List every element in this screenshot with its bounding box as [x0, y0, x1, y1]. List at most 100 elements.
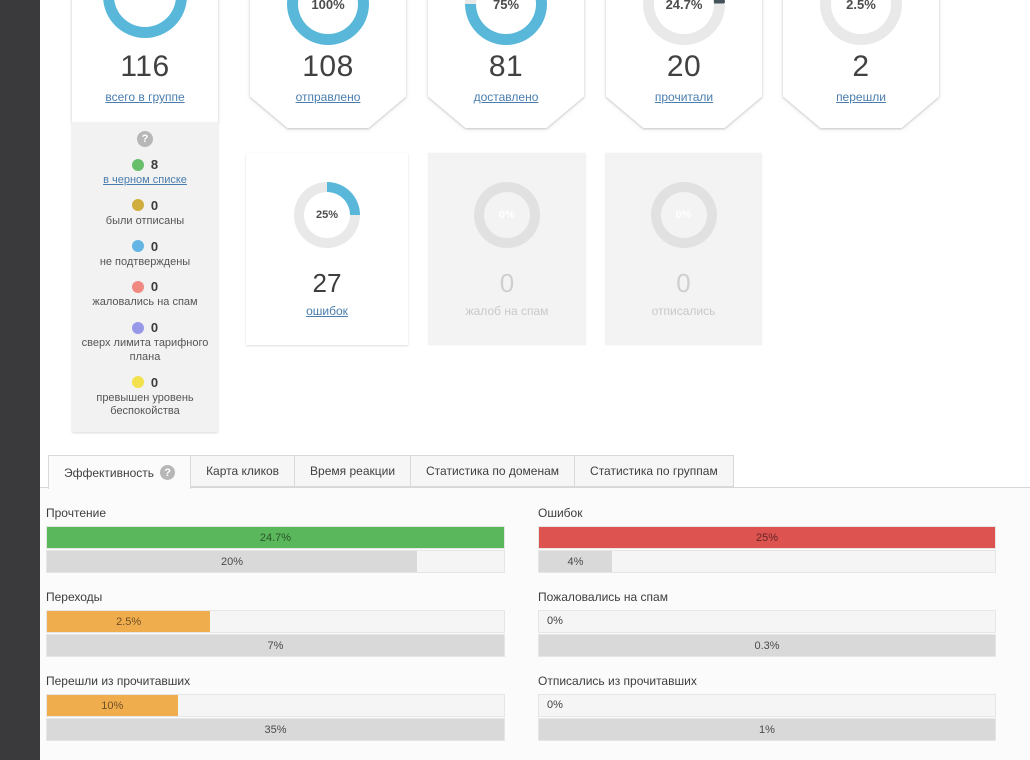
legend-value: 0	[150, 279, 159, 295]
benchmark-bar: 4%	[538, 550, 996, 573]
delivered-link[interactable]: доставлено	[473, 90, 539, 104]
spam-label: жалоб на спам	[465, 304, 549, 318]
bar-value-label: 25%	[755, 531, 779, 544]
clicked-donut-chart: 2.5%	[820, 0, 902, 45]
delivered-donut-chart: 75%	[465, 0, 547, 45]
metric-label: Ошибок	[538, 506, 583, 520]
legend-item-blacklist: 8 в черном списке	[72, 157, 218, 188]
value-bar: 10%	[46, 694, 505, 717]
unconfirmed-dot-icon	[131, 240, 144, 252]
benchmark-bar: 20%	[46, 550, 505, 573]
tab-group-stats[interactable]: Статистика по группам	[575, 455, 734, 487]
donut-percent: 25%	[315, 209, 339, 221]
card-total: 116 всего в группе	[72, 0, 218, 122]
bar-value-label: 10%	[101, 699, 124, 712]
value-bar: 2.5%	[46, 610, 505, 633]
blacklist-link[interactable]: в черном списке	[103, 174, 187, 186]
bar-benchmark-label: 1%	[759, 723, 775, 736]
card-spam-complaints: 0% 0 жалоб на спам	[428, 153, 586, 345]
legend-value: 0	[150, 374, 159, 390]
legend-label: жаловались на спам	[92, 296, 198, 309]
donut-percent: 0%	[499, 209, 515, 221]
tab-reaction-time[interactable]: Время реакции	[295, 455, 412, 487]
metric-spam-rate: Пожаловались на спам 0% 0.3%	[538, 590, 996, 657]
donut-percent: 0%	[675, 209, 692, 221]
card-sent: 100% 108 отправлено	[250, 0, 406, 128]
spam-dot-icon	[131, 280, 144, 293]
sent-link[interactable]: отправлено	[295, 90, 361, 104]
spam-value: 0	[499, 268, 515, 298]
card-delivered: 75% 81 доставлено	[428, 0, 584, 128]
legend-item-over-limit: 0 сверх лимита тарифного плана	[72, 320, 218, 365]
metric-label: Отписались из прочитавших	[538, 674, 697, 688]
legend-item-unsubscribed: 0 были отписаны	[72, 198, 218, 229]
tab-click-map[interactable]: Карта кликов	[191, 455, 296, 487]
card-read: 24.7% 20 прочитали	[606, 0, 762, 128]
clicked-value: 2	[852, 50, 870, 83]
read-value: 20	[666, 50, 702, 83]
legend-label: были отписаны	[105, 214, 185, 227]
legend-value: 0	[150, 320, 159, 335]
benchmark-bar: 0.3%	[538, 634, 996, 657]
total-value: 116	[120, 50, 170, 83]
legend-value: 0	[150, 197, 159, 213]
total-link[interactable]: всего в группе	[105, 90, 185, 104]
legend-value: 8	[150, 157, 159, 172]
bar-benchmark-label: 4%	[567, 555, 584, 568]
read-donut-chart: 24.7%	[643, 0, 725, 45]
tab-effectiveness[interactable]: Эффективность ?	[48, 455, 192, 489]
benchmark-bar: 7%	[46, 634, 505, 657]
metric-unsubscribe-rate: Отписались из прочитавших 0% 1%	[538, 674, 996, 741]
unsubscribed-donut-chart: 0%	[650, 182, 717, 248]
bar-value-label: 24.7%	[259, 531, 292, 544]
left-sidebar	[0, 0, 40, 760]
total-donut-chart	[103, 0, 187, 38]
legend-label: сверх лимита тарифного плана	[81, 337, 209, 363]
bar-value-label: 2.5%	[116, 615, 142, 628]
value-bar: 24.7%	[46, 526, 505, 549]
unsubscribed-label: отписались	[651, 304, 716, 318]
blacklist-dot-icon	[131, 158, 144, 171]
legend-item-spam-complaints: 0 жаловались на спам	[72, 279, 218, 310]
unsubscribed-value: 0	[676, 268, 691, 298]
bar-benchmark-label: 35%	[264, 723, 287, 736]
donut-percent: 75%	[492, 0, 520, 12]
effectiveness-column-left: Прочтение 24.7% 20% Переходы 2.5% 7% Пер…	[46, 506, 505, 758]
card-unsubscribed: 0% 0 отписались	[605, 153, 762, 345]
help-icon[interactable]: ?	[160, 465, 176, 480]
read-link[interactable]: прочитали	[654, 90, 714, 104]
help-icon[interactable]: ?	[137, 131, 153, 147]
bar-value-label: 0%	[547, 615, 563, 627]
tab-domain-stats[interactable]: Статистика по доменам	[411, 455, 576, 487]
anxiety-dot-icon	[131, 376, 144, 388]
metric-label: Перешли из прочитавших	[46, 674, 191, 688]
stats-tab-bar: Эффективность ? Карта кликов Время реакц…	[48, 455, 734, 489]
effectiveness-column-right: Ошибок 25% 4% Пожаловались на спам 0% 0.…	[538, 506, 996, 758]
legend-value: 0	[150, 238, 159, 254]
errors-donut-chart: 25%	[294, 182, 360, 248]
donut-percent: 2.5%	[846, 0, 876, 12]
donut-percent: 100%	[311, 0, 345, 12]
bar-benchmark-label: 0.3%	[754, 639, 780, 652]
sent-donut-chart: 100%	[287, 0, 369, 45]
legend-label: превышен уровень беспокойства	[96, 391, 194, 418]
benchmark-bar: 1%	[538, 718, 996, 741]
spam-donut-chart: 0%	[474, 182, 540, 248]
metric-read-rate: Прочтение 24.7% 20%	[46, 506, 505, 573]
bar-benchmark-label: 7%	[267, 639, 284, 652]
over-limit-dot-icon	[131, 321, 144, 334]
bar-value-label: 0%	[547, 699, 563, 711]
tab-label: Время реакции	[310, 464, 396, 478]
sent-value: 108	[302, 50, 354, 83]
bar-benchmark-label: 20%	[221, 555, 244, 568]
errors-link[interactable]: ошибок	[306, 304, 348, 318]
benchmark-bar: 35%	[46, 718, 505, 741]
clicked-link[interactable]: перешли	[836, 90, 886, 104]
metric-click-rate: Переходы 2.5% 7%	[46, 590, 505, 657]
legend-item-unconfirmed: 0 не подтверждены	[72, 239, 218, 270]
delivered-value: 81	[488, 50, 524, 83]
metric-click-to-open-rate: Перешли из прочитавших 10% 35%	[46, 674, 505, 741]
unsubscribed-dot-icon	[131, 199, 144, 212]
value-bar: 25%	[538, 526, 996, 549]
